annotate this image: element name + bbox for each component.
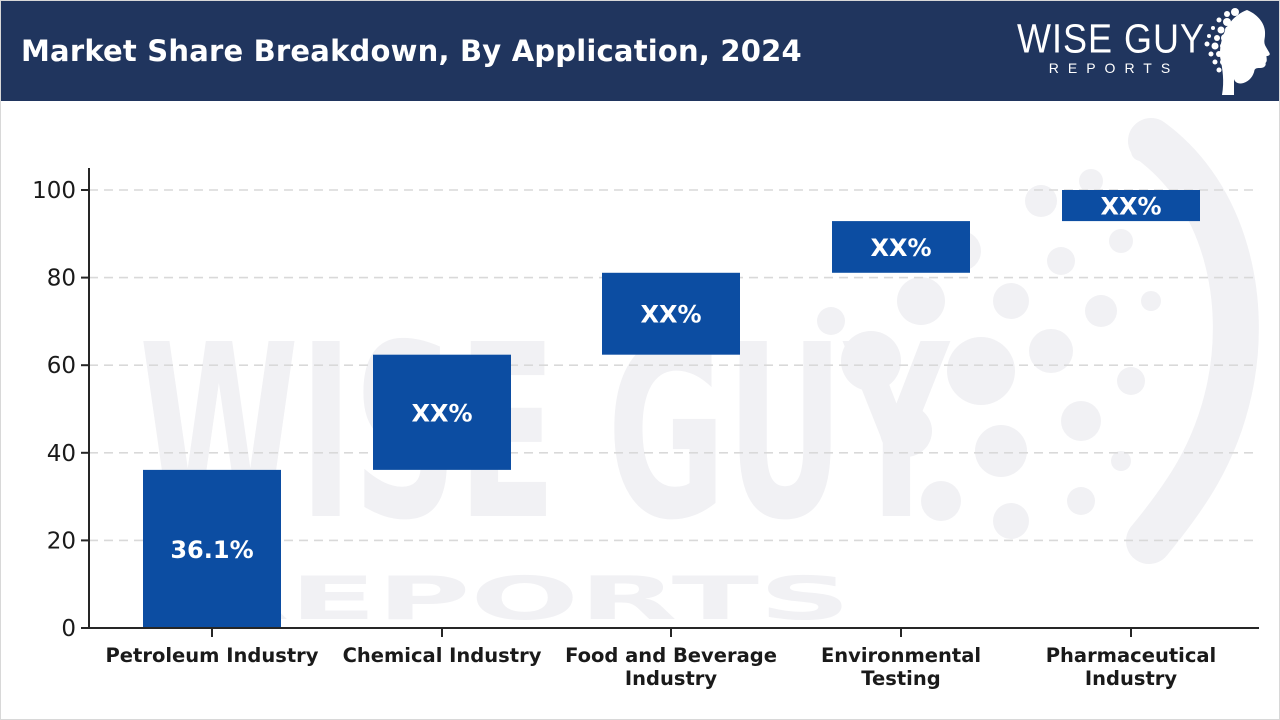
head-profile-icon	[1204, 8, 1270, 95]
x-tick-label-environmental-testing: Environmental	[821, 644, 981, 667]
watermark-dot	[1141, 291, 1161, 311]
logo-subtext: REPORTS	[1048, 60, 1180, 76]
watermark-dot	[1131, 141, 1151, 161]
watermark-dot	[1085, 295, 1117, 327]
x-tick-label-pharmaceutical-industry: Pharmaceutical	[1046, 644, 1217, 667]
watermark-subtext: REPORTS	[191, 564, 851, 634]
y-tick-label-100: 100	[32, 178, 76, 204]
watermark-dot	[947, 337, 1015, 405]
watermark-dot	[817, 307, 845, 335]
x-tick-label-food-and-beverage-industry: Industry	[625, 667, 718, 690]
watermark-dot	[1067, 487, 1095, 515]
bar-value-label-pharmaceutical-industry: XX%	[1100, 193, 1161, 221]
bar-pharmaceutical-industry	[1062, 190, 1200, 222]
header-bar: Market Share Breakdown, By Application, …	[1, 1, 1279, 101]
logo-wordmark: WISE GUY	[1016, 15, 1205, 62]
bar-value-label-environmental-testing: XX%	[870, 234, 931, 262]
watermark-dot	[1061, 401, 1101, 441]
bar-petroleum-industry	[143, 469, 281, 628]
bar-value-label-food-and-beverage-industry: XX%	[640, 301, 701, 329]
y-tick-label-40: 40	[47, 441, 76, 467]
bar-chemical-industry	[373, 354, 511, 470]
watermark-dot	[1025, 185, 1057, 217]
watermark-dot	[1109, 229, 1133, 253]
y-tick-label-20: 20	[47, 528, 76, 554]
x-tick-label-pharmaceutical-industry: Industry	[1085, 667, 1178, 690]
watermark-dot	[921, 481, 961, 521]
y-tick-label-60: 60	[47, 353, 76, 379]
plot: 36.1% XX% XX% XX% XX% 0 20 40 60 80 100 Petroleum I…	[32, 168, 1259, 690]
wise-guy-reports-logo: WISE GUY REPORTS	[1017, 7, 1271, 95]
bar-value-label-chemical-industry: XX%	[411, 399, 472, 427]
x-tick-label-chemical-industry: Chemical Industry	[343, 644, 542, 667]
watermark-dot	[993, 503, 1029, 539]
page-title: Market Share Breakdown, By Application, …	[21, 34, 802, 68]
watermark-dot	[1029, 329, 1073, 373]
watermark-dot	[1117, 367, 1145, 395]
watermark-dot	[897, 277, 945, 325]
chart-area: WISE GUY REPORTS 36.1% XX% XX% XX% XX% 0 20 40 6…	[1, 101, 1279, 719]
bar-value-label-petroleum-industry: 36.1%	[170, 536, 253, 564]
bar-food-and-beverage-industry	[602, 272, 740, 355]
bar-environmental-testing	[832, 221, 970, 273]
watermark-dot	[993, 283, 1029, 319]
watermark-head-curve	[1126, 118, 1259, 564]
watermark-dot	[1111, 451, 1131, 471]
watermark-head-dots	[817, 118, 1259, 564]
watermark-dot	[975, 425, 1027, 477]
x-tick-label-petroleum-industry: Petroleum Industry	[106, 644, 319, 667]
x-tick-label-food-and-beverage-industry: Food and Beverage	[565, 644, 777, 667]
y-tick-label-80: 80	[47, 266, 76, 292]
logo-text: WISE GUY REPORTS	[1016, 15, 1205, 76]
watermark-dot	[1079, 169, 1103, 193]
watermark-dot	[841, 331, 901, 391]
watermark-dot	[1047, 247, 1075, 275]
watermark-dot	[880, 405, 932, 457]
x-tick-label-environmental-testing: Testing	[861, 667, 940, 690]
y-tick-label-0: 0	[61, 616, 76, 642]
waterfall-chart: WISE GUY REPORTS 36.1%XX%XX%XX%XX%020406…	[32, 118, 1259, 690]
